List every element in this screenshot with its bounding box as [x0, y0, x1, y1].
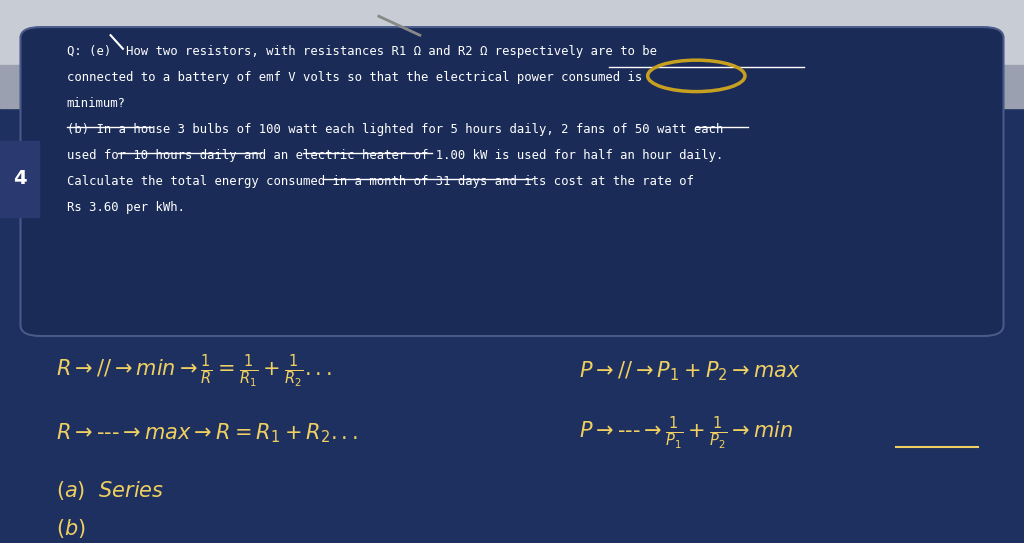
Text: minimum?: minimum? — [67, 97, 126, 110]
Text: Q: (e)  How two resistors, with resistances R1 Ω and R2 Ω respectively are to be: Q: (e) How two resistors, with resistanc… — [67, 45, 656, 58]
FancyBboxPatch shape — [20, 27, 1004, 336]
Text: 4: 4 — [12, 169, 27, 188]
Text: used for 10 hours daily and an electric heater of 1.00 kW is used for half an ho: used for 10 hours daily and an electric … — [67, 149, 723, 162]
Text: Rs 3.60 per kWh.: Rs 3.60 per kWh. — [67, 201, 184, 214]
Text: $\mathit{R} \rightarrow \text{---} \rightarrow max \rightarrow R = R_1 + R_2...$: $\mathit{R} \rightarrow \text{---} \righ… — [56, 422, 358, 445]
Bar — [0, 141, 39, 217]
Text: $\mathit{(b)}$: $\mathit{(b)}$ — [56, 517, 86, 540]
Text: $\mathit{R} \rightarrow // \rightarrow min \rightarrow \frac{1}{R} = \frac{1}{R_: $\mathit{R} \rightarrow // \rightarrow m… — [56, 353, 332, 390]
Text: $\mathit{P} \rightarrow \text{---} \rightarrow \frac{1}{P_1} + \frac{1}{P_2} \ri: $\mathit{P} \rightarrow \text{---} \righ… — [579, 415, 793, 452]
Text: $\mathit{(a)}$  $\mathit{Series}$: $\mathit{(a)}$ $\mathit{Series}$ — [56, 479, 165, 502]
Text: (b) In a house 3 bulbs of 100 watt each lighted for 5 hours daily, 2 fans of 50 : (b) In a house 3 bulbs of 100 watt each … — [67, 123, 723, 136]
Text: connected to a battery of emf V volts so that the electrical power consumed is: connected to a battery of emf V volts so… — [67, 71, 642, 84]
Text: Calculate the total energy consumed in a month of 31 days and its cost at the ra: Calculate the total energy consumed in a… — [67, 175, 693, 188]
Text: $\mathit{P} \rightarrow // \rightarrow P_1 + P_2 \rightarrow max$: $\mathit{P} \rightarrow // \rightarrow P… — [579, 359, 801, 383]
Bar — [0, 0, 1024, 65]
Bar — [0, 65, 1024, 109]
